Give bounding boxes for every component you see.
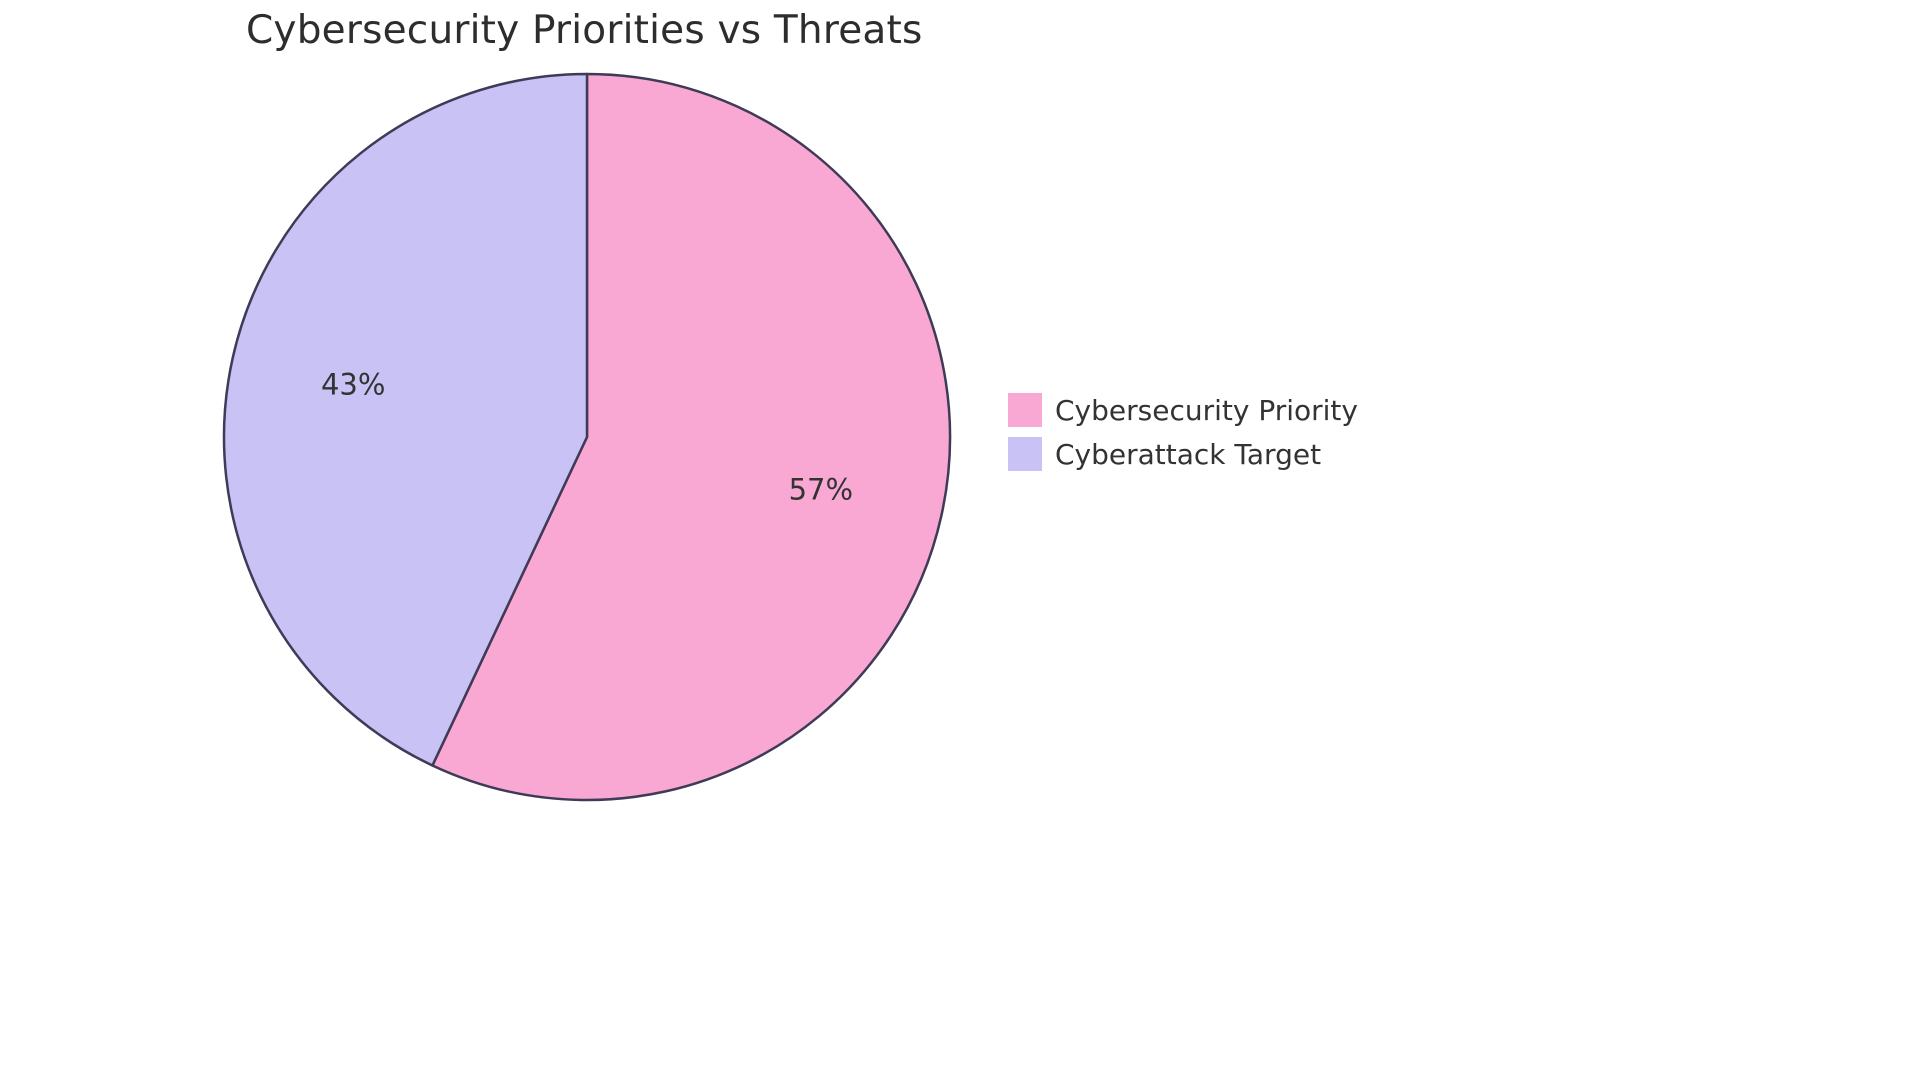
slice-percent-label-1: 43% bbox=[321, 368, 385, 402]
slice-percent-label-0: 57% bbox=[789, 472, 853, 506]
legend-label-cybersecurity-priority: Cybersecurity Priority bbox=[1055, 393, 1358, 427]
pie-slice-0 bbox=[431, 72, 952, 802]
legend-item-cybersecurity-priority: Cybersecurity Priority bbox=[1008, 393, 1358, 427]
legend-item-cyberattack-target: Cyberattack Target bbox=[1008, 437, 1358, 471]
legend-swatch-cyberattack-target bbox=[1008, 437, 1042, 471]
pie-slice-1 bbox=[222, 72, 589, 767]
legend-swatch-cybersecurity-priority bbox=[1008, 393, 1042, 427]
legend: Cybersecurity Priority Cyberattack Targe… bbox=[1008, 393, 1358, 471]
legend-label-cyberattack-target: Cyberattack Target bbox=[1055, 437, 1322, 471]
chart-title: Cybersecurity Priorities vs Threats bbox=[246, 8, 923, 53]
